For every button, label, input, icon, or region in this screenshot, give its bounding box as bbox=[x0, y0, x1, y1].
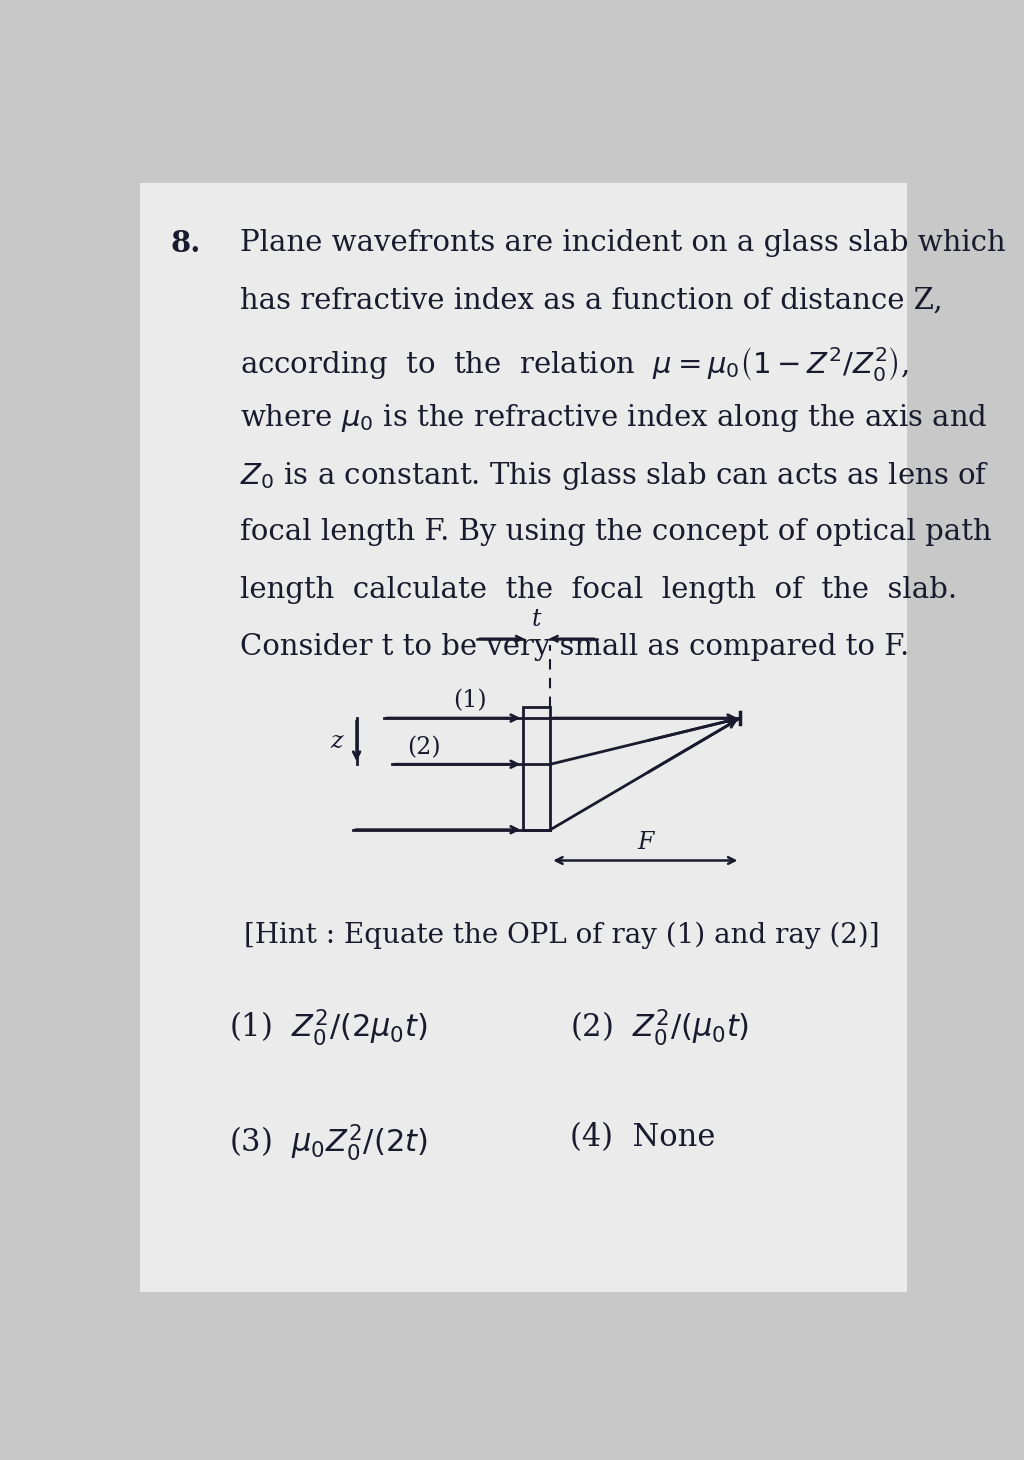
Text: t: t bbox=[532, 607, 542, 631]
Text: (4)  None: (4) None bbox=[569, 1123, 715, 1153]
Text: (2): (2) bbox=[407, 737, 440, 759]
Text: where $\mu_0$ is the refractive index along the axis and: where $\mu_0$ is the refractive index al… bbox=[241, 403, 988, 435]
Text: Consider t to be very small as compared to F.: Consider t to be very small as compared … bbox=[241, 634, 909, 661]
Text: (3)  $\mu_0 Z_0^2/(2t)$: (3) $\mu_0 Z_0^2/(2t)$ bbox=[228, 1123, 427, 1164]
Text: focal length F. By using the concept of optical path: focal length F. By using the concept of … bbox=[241, 518, 992, 546]
Text: (2)  $Z_0^2/(\mu_0 t)$: (2) $Z_0^2/(\mu_0 t)$ bbox=[569, 1007, 749, 1048]
Text: 8.: 8. bbox=[171, 229, 201, 258]
Bar bbox=[523, 707, 550, 829]
Text: F: F bbox=[637, 831, 653, 854]
Text: Plane wavefronts are incident on a glass slab which: Plane wavefronts are incident on a glass… bbox=[241, 229, 1006, 257]
Text: has refractive index as a function of distance Z,: has refractive index as a function of di… bbox=[241, 286, 943, 315]
Text: according  to  the  relation  $\mu = \mu_0\left(1 - Z^2 / Z_0^2\right)$,: according to the relation $\mu = \mu_0\l… bbox=[241, 345, 909, 383]
Text: [Hint : Equate the OPL of ray (1) and ray (2)]: [Hint : Equate the OPL of ray (1) and ra… bbox=[245, 923, 880, 949]
Text: length  calculate  the  focal  length  of  the  slab.: length calculate the focal length of the… bbox=[241, 575, 957, 603]
Text: (1)  $Z_0^2/(2\mu_0 t)$: (1) $Z_0^2/(2\mu_0 t)$ bbox=[228, 1007, 427, 1048]
Text: $Z_0$ is a constant. This glass slab can acts as lens of: $Z_0$ is a constant. This glass slab can… bbox=[241, 460, 990, 492]
Text: z: z bbox=[330, 730, 343, 753]
Text: (1): (1) bbox=[454, 689, 487, 712]
